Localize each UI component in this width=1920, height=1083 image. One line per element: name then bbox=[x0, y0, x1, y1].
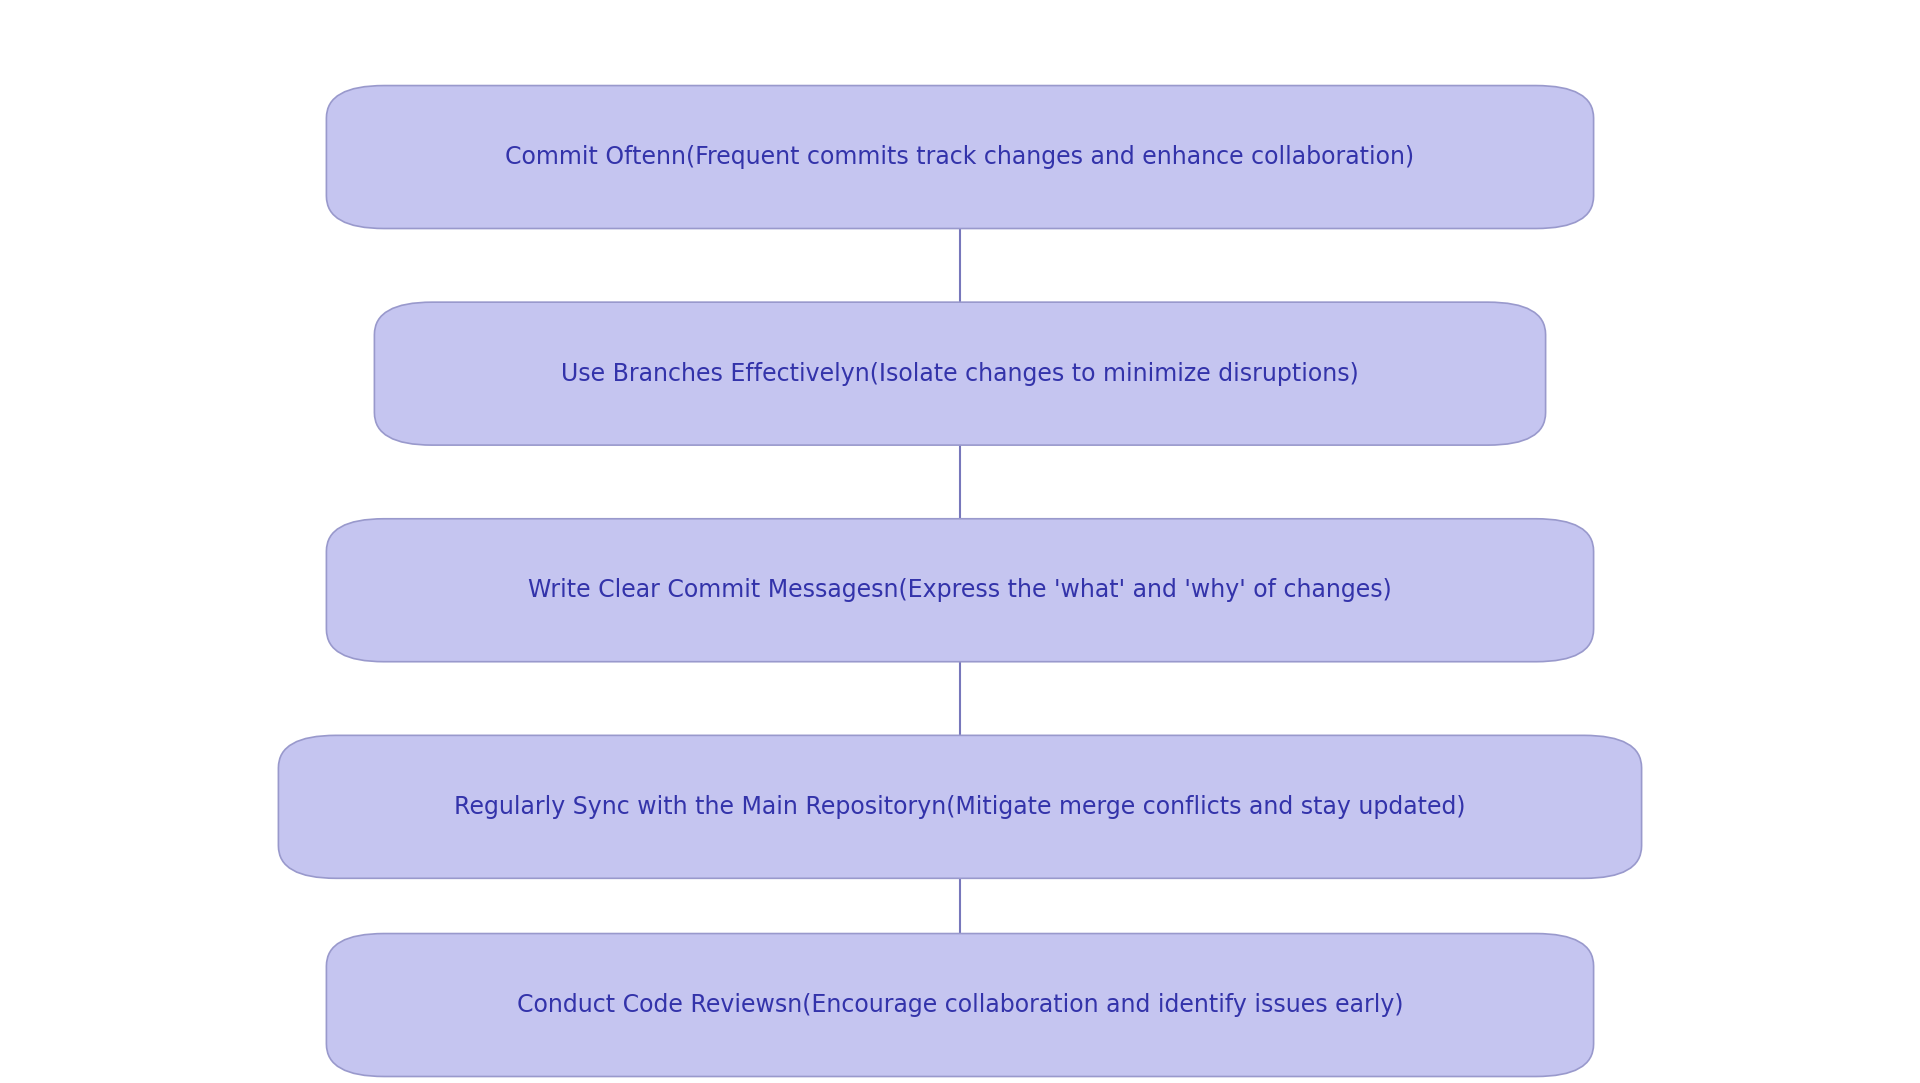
Text: Conduct Code Reviewsn(Encourage collaboration and identify issues early): Conduct Code Reviewsn(Encourage collabor… bbox=[516, 993, 1404, 1017]
FancyBboxPatch shape bbox=[374, 302, 1546, 445]
FancyBboxPatch shape bbox=[326, 519, 1594, 662]
Text: Use Branches Effectivelyn(Isolate changes to minimize disruptions): Use Branches Effectivelyn(Isolate change… bbox=[561, 362, 1359, 386]
Text: Regularly Sync with the Main Repositoryn(Mitigate merge conflicts and stay updat: Regularly Sync with the Main Repositoryn… bbox=[455, 795, 1465, 819]
FancyBboxPatch shape bbox=[278, 735, 1642, 878]
FancyBboxPatch shape bbox=[326, 934, 1594, 1077]
Text: Commit Oftenn(Frequent commits track changes and enhance collaboration): Commit Oftenn(Frequent commits track cha… bbox=[505, 145, 1415, 169]
FancyBboxPatch shape bbox=[326, 86, 1594, 229]
Text: Write Clear Commit Messagesn(Express the 'what' and 'why' of changes): Write Clear Commit Messagesn(Express the… bbox=[528, 578, 1392, 602]
